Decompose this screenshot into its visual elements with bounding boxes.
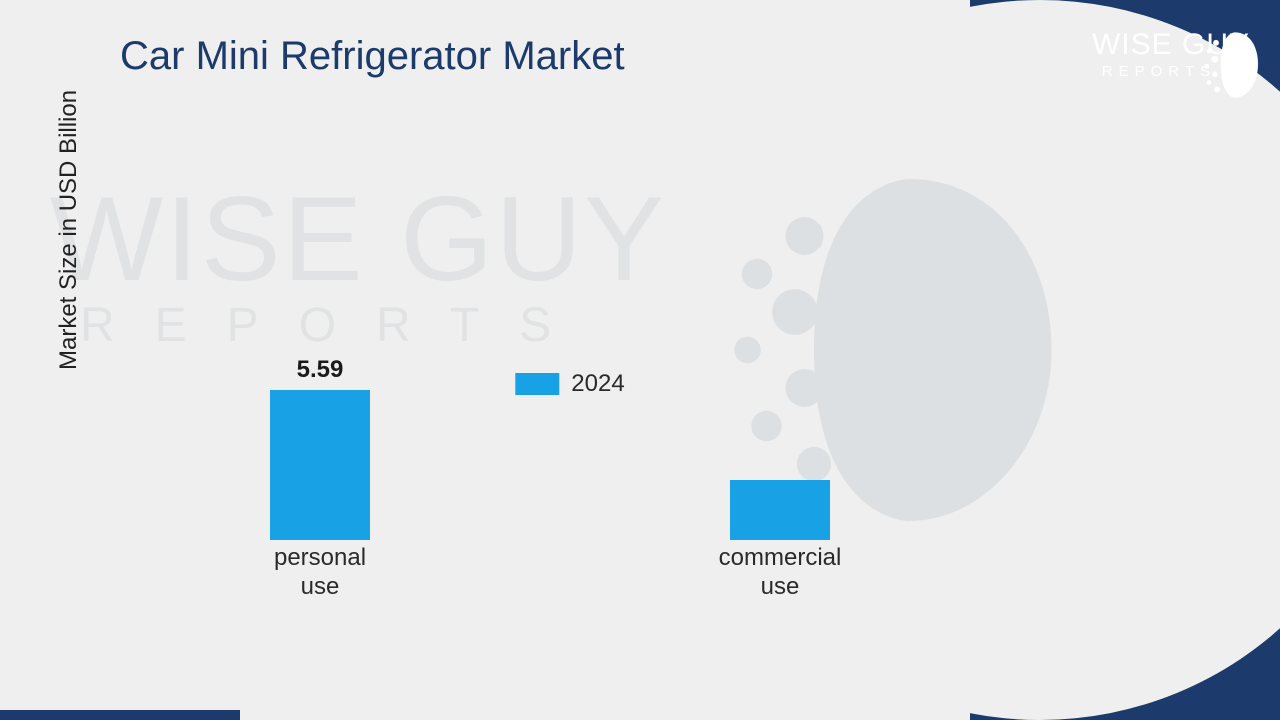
chart-title: Car Mini Refrigerator Market — [120, 34, 625, 79]
legend-label: 2024 — [571, 370, 624, 398]
accent-bottom-bar — [0, 710, 240, 720]
brand-head-icon — [1200, 30, 1260, 100]
bar-value-label: 5.59 — [250, 356, 390, 384]
bar-category-label: commercial use — [670, 544, 890, 602]
bar-rect — [270, 390, 370, 540]
stage: WISE GUY REPORTS Car Mini Refrigerator M… — [0, 0, 1280, 720]
bar-category-label: personal use — [210, 544, 430, 602]
bar-chart: 2024 5.59 personal use commercial use — [120, 140, 1020, 590]
legend: 2024 — [515, 370, 624, 398]
bar-rect — [730, 480, 830, 540]
bar-value-label — [710, 446, 850, 474]
bar-group-commercial — [710, 446, 850, 540]
legend-swatch — [515, 373, 559, 395]
bar-group-personal: 5.59 — [250, 356, 390, 540]
y-axis-label: Market Size in USD Billion — [55, 90, 83, 370]
